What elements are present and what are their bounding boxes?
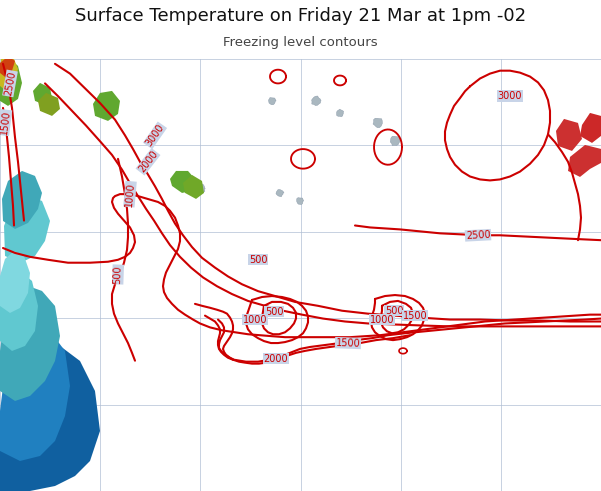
- Polygon shape: [337, 109, 344, 117]
- Polygon shape: [170, 171, 195, 193]
- Text: 500: 500: [265, 307, 283, 317]
- Polygon shape: [183, 175, 204, 199]
- Text: 2500: 2500: [465, 230, 490, 241]
- Polygon shape: [568, 145, 601, 177]
- Text: 1500: 1500: [335, 338, 361, 349]
- Polygon shape: [38, 93, 60, 116]
- Text: 1500: 1500: [0, 110, 11, 136]
- Polygon shape: [33, 83, 52, 105]
- Polygon shape: [556, 119, 582, 151]
- Text: 3000: 3000: [144, 122, 166, 148]
- Polygon shape: [2, 171, 42, 229]
- Text: 500: 500: [249, 255, 267, 265]
- Text: Surface Temperature on Friday 21 Mar at 1pm -02: Surface Temperature on Friday 21 Mar at …: [75, 7, 526, 26]
- Text: 2000: 2000: [264, 354, 288, 364]
- Text: 1000: 1000: [124, 182, 136, 207]
- Text: 1500: 1500: [403, 311, 427, 321]
- Text: 1000: 1000: [243, 315, 267, 325]
- Polygon shape: [0, 59, 18, 91]
- Polygon shape: [373, 118, 382, 128]
- Text: 1000: 1000: [370, 315, 394, 325]
- Polygon shape: [0, 59, 22, 106]
- Polygon shape: [0, 251, 30, 313]
- Polygon shape: [0, 346, 100, 491]
- Polygon shape: [4, 196, 50, 263]
- Polygon shape: [93, 91, 120, 121]
- Polygon shape: [0, 271, 38, 351]
- Polygon shape: [390, 136, 400, 145]
- Polygon shape: [312, 96, 321, 106]
- Text: 500: 500: [112, 265, 123, 284]
- Polygon shape: [297, 197, 304, 205]
- Polygon shape: [195, 184, 205, 193]
- Polygon shape: [276, 190, 284, 197]
- Polygon shape: [0, 59, 15, 77]
- Polygon shape: [174, 175, 186, 188]
- Text: 500: 500: [385, 306, 403, 316]
- Text: 2000: 2000: [136, 149, 159, 175]
- Polygon shape: [0, 286, 60, 401]
- Text: 2500: 2500: [3, 70, 17, 96]
- Text: Freezing level contours: Freezing level contours: [223, 36, 378, 49]
- Text: 3000: 3000: [498, 91, 522, 101]
- Polygon shape: [580, 113, 601, 143]
- Polygon shape: [269, 98, 276, 105]
- Polygon shape: [0, 326, 70, 461]
